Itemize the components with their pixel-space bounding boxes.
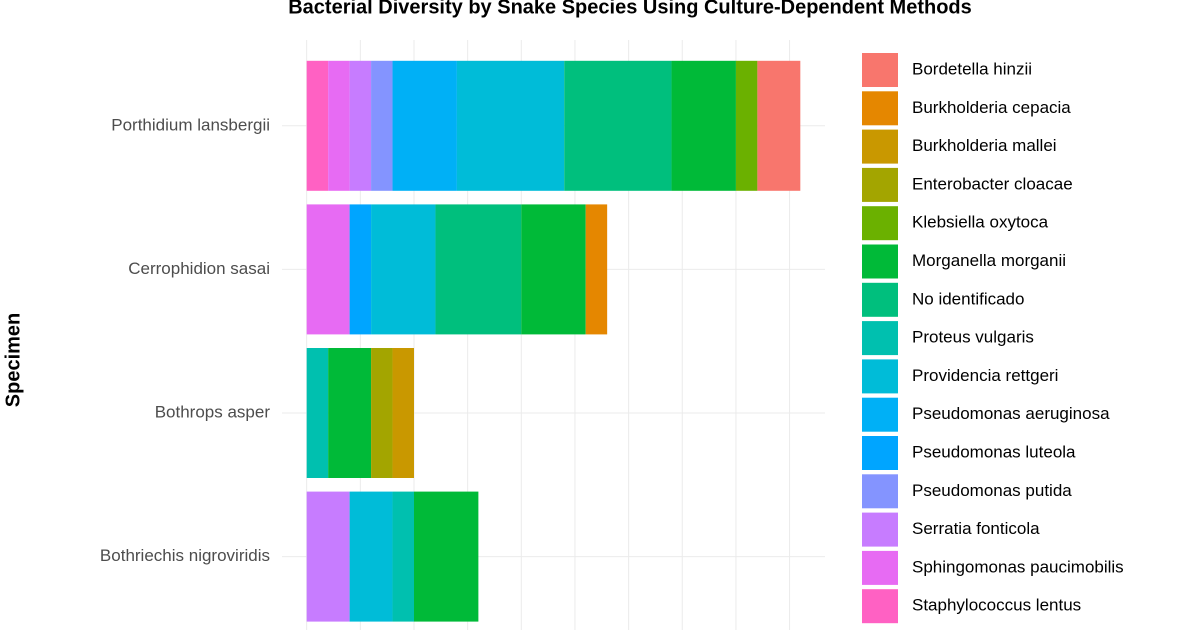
legend-swatch	[862, 282, 898, 317]
bar-segment	[671, 60, 736, 191]
bar-segment	[349, 491, 393, 622]
legend-swatch	[862, 589, 898, 624]
bar-segment	[306, 348, 329, 478]
bar-segment	[757, 60, 801, 191]
legend-label: Burkholderia cepacia	[912, 98, 1071, 117]
legend-swatch	[862, 53, 898, 87]
bar-segment	[456, 60, 565, 191]
bar-segment	[306, 491, 350, 622]
legend-swatch	[862, 550, 898, 585]
bar-segment	[371, 348, 393, 478]
bar-segment	[349, 60, 372, 191]
bar-segment	[392, 60, 457, 191]
legend-swatch	[862, 359, 898, 394]
y-tick-label: Bothriechis nigroviridis	[100, 546, 270, 565]
bar-segment	[392, 348, 414, 478]
bar-segment	[735, 60, 758, 191]
legend-label: Klebsiella oxytoca	[912, 213, 1049, 232]
legend-label: Providencia rettgeri	[912, 366, 1058, 385]
legend-label: Serratia fonticola	[912, 519, 1040, 538]
legend-swatch	[862, 167, 898, 202]
bar-segment	[306, 204, 350, 335]
legend-label: Pseudomonas putida	[912, 481, 1072, 500]
legend-label: Burkholderia mallei	[912, 136, 1057, 155]
chart-title: Bacterial Diversity by Snake Species Usi…	[288, 0, 972, 18]
legend-swatch	[862, 474, 898, 509]
bar-segment	[349, 204, 372, 335]
bar-segment	[306, 60, 329, 191]
legend-label: Morganella morganii	[912, 251, 1066, 270]
legend-swatch	[862, 436, 898, 470]
bar-segment	[371, 204, 436, 335]
y-tick-label: Bothrops asper	[155, 402, 271, 421]
bar-segment	[392, 491, 414, 622]
legend-label: Bordetella hinzii	[912, 59, 1032, 78]
legend-swatch	[862, 91, 898, 126]
legend-label: Sphingomonas paucimobilis	[912, 557, 1124, 576]
legend-swatch	[862, 206, 898, 241]
legend-swatch	[862, 321, 898, 356]
legend-swatch	[862, 397, 898, 432]
legend-swatch	[862, 129, 898, 164]
bar-segment	[413, 491, 479, 622]
legend-label: No identificado	[912, 289, 1024, 308]
bar-segment	[521, 204, 586, 335]
bar-segment	[328, 60, 350, 191]
bar-segment	[564, 60, 672, 191]
legend-label: Staphylococcus lentus	[912, 596, 1081, 615]
bar-segment	[435, 204, 522, 335]
legend-swatch	[862, 512, 898, 547]
y-tick-label: Porthidium lansbergii	[111, 115, 270, 134]
legend-label: Pseudomonas aeruginosa	[912, 404, 1110, 423]
y-axis-title: Specimen	[2, 313, 24, 407]
legend-swatch	[862, 244, 898, 279]
y-tick-label: Cerrophidion sasai	[128, 259, 270, 278]
legend-label: Enterobacter cloacae	[912, 174, 1073, 193]
bar-segment	[585, 204, 608, 335]
legend-label: Pseudomonas luteola	[912, 442, 1076, 461]
bar-segment	[371, 60, 393, 191]
bar-segment	[328, 348, 372, 478]
legend-label: Proteus vulgaris	[912, 328, 1034, 347]
